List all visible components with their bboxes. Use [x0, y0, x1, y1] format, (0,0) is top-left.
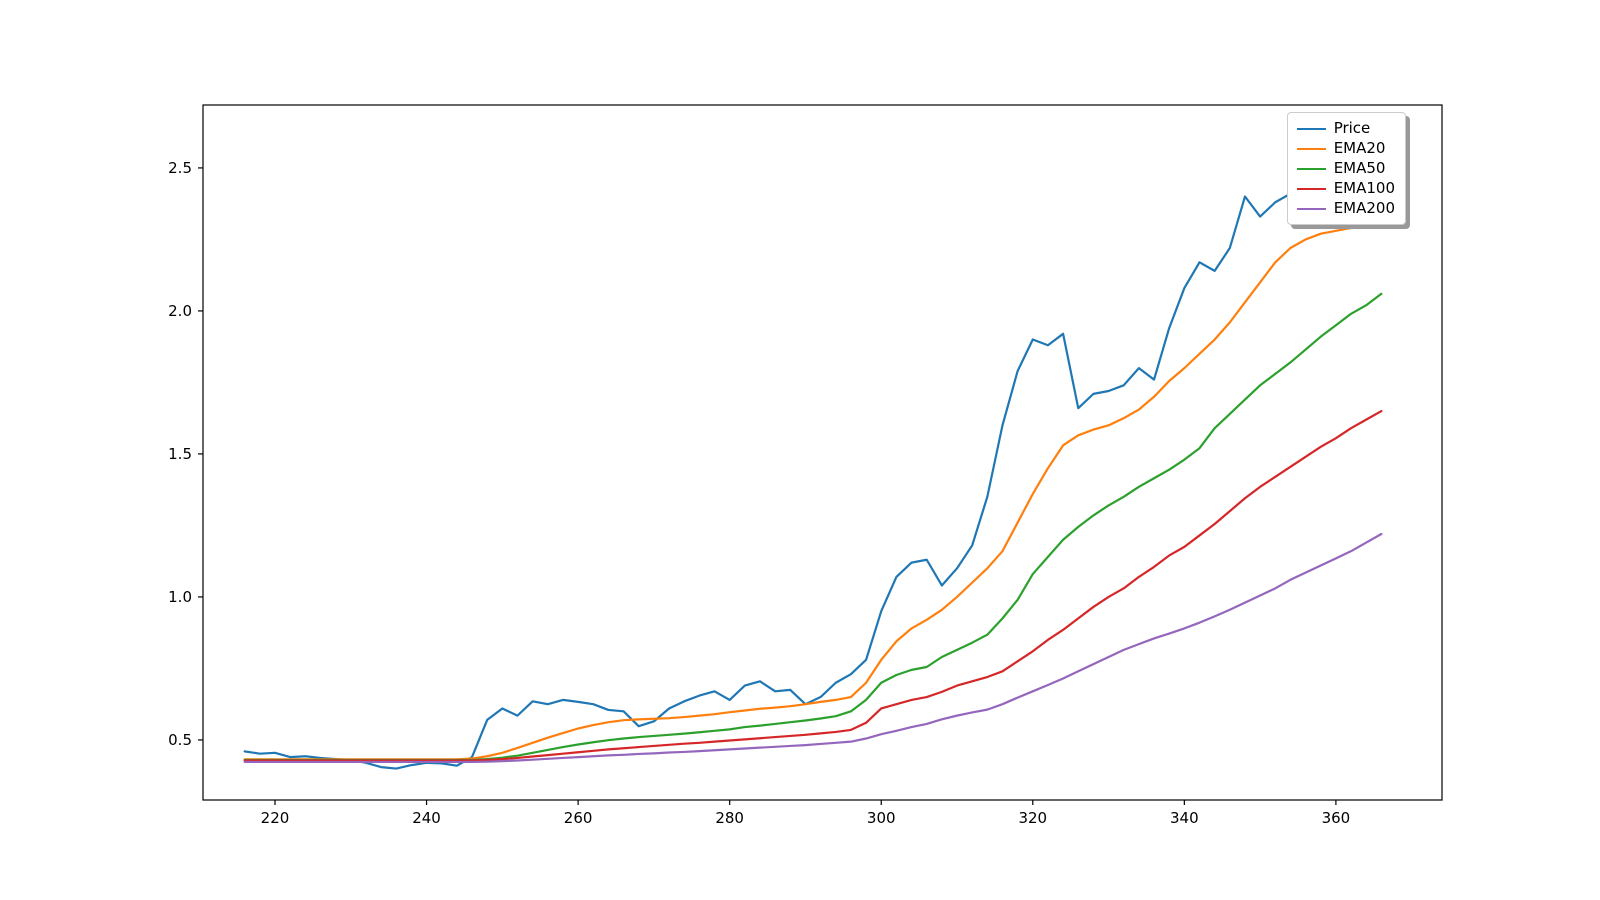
legend-item-price: Price — [1296, 119, 1395, 137]
legend: Price EMA20 EMA50 EMA100 EMA200 — [1286, 112, 1406, 225]
legend-item-ema200: EMA200 — [1296, 199, 1395, 217]
y-tick-label: 2.5 — [168, 159, 192, 177]
legend-label: EMA20 — [1333, 139, 1386, 157]
legend-item-ema100: EMA100 — [1296, 179, 1395, 197]
series-line-price — [243, 192, 1383, 770]
legend-line-sample — [1296, 187, 1326, 190]
y-tick-label: 1.0 — [168, 588, 192, 606]
x-tick-label: 300 — [867, 809, 896, 827]
series-line-ema200 — [243, 532, 1383, 764]
legend-line-sample — [1296, 167, 1326, 170]
x-tick-label: 260 — [564, 809, 593, 827]
legend-item-ema50: EMA50 — [1296, 159, 1395, 177]
x-tick-label: 240 — [412, 809, 441, 827]
x-tick-label: 360 — [1322, 809, 1351, 827]
series-line-ema100 — [243, 409, 1383, 762]
legend-label: Price — [1333, 119, 1371, 137]
legend-label: EMA100 — [1333, 179, 1395, 197]
legend-item-ema20: EMA20 — [1296, 139, 1395, 157]
legend-line-sample — [1296, 127, 1326, 130]
legend-label: EMA50 — [1333, 159, 1386, 177]
series-line-ema20 — [243, 221, 1383, 761]
legend-line-sample — [1296, 207, 1326, 210]
y-tick-label: 1.5 — [168, 445, 192, 463]
x-tick-label: 280 — [715, 809, 744, 827]
x-tick-label: 320 — [1018, 809, 1047, 827]
legend-line-sample — [1296, 147, 1326, 150]
x-tick-label: 340 — [1170, 809, 1199, 827]
y-tick-label: 2.0 — [168, 302, 192, 320]
plot-border — [202, 104, 1443, 801]
y-tick-label: 0.5 — [168, 731, 192, 749]
x-tick-label: 220 — [261, 809, 290, 827]
legend-label: EMA200 — [1333, 199, 1395, 217]
